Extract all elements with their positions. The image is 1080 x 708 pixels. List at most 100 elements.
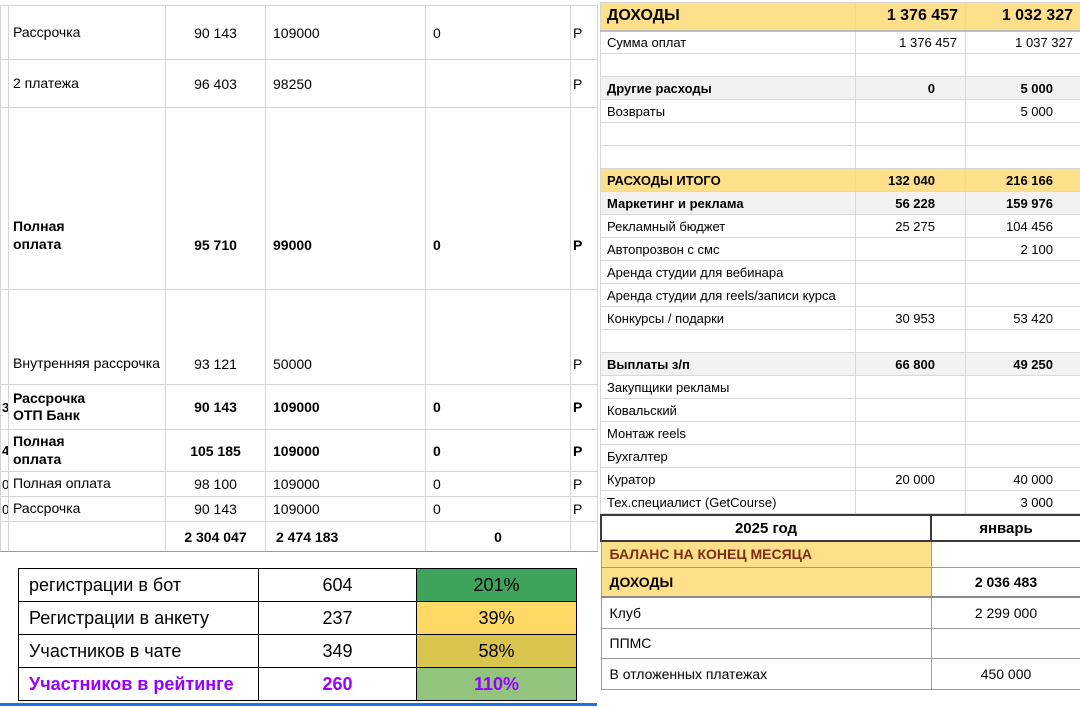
value-cell[interactable]: 2 100 xyxy=(965,237,1080,261)
payment-label-cell[interactable]: 2 платежа xyxy=(8,59,166,108)
finance-label-cell[interactable]: Конкурсы / подарки xyxy=(600,306,856,330)
value-cell[interactable]: 93 121 xyxy=(165,289,266,385)
balance-label-cell[interactable]: В отложенных платежах xyxy=(600,657,932,690)
value-cell[interactable]: 0 xyxy=(855,76,966,100)
currency-cell[interactable]: Р xyxy=(570,59,598,108)
finance-label-cell[interactable]: Закупщики рекламы xyxy=(600,375,856,399)
currency-cell[interactable]: Р xyxy=(570,107,598,290)
value-cell[interactable]: 2 036 483 xyxy=(930,566,1080,598)
value-cell[interactable]: 0 xyxy=(425,429,571,472)
value-cell[interactable] xyxy=(855,375,966,399)
total-cell[interactable]: 0 xyxy=(425,521,571,552)
finance-label-cell[interactable]: Куратор xyxy=(600,467,856,491)
value-cell[interactable]: 109000 xyxy=(265,471,426,497)
value-cell[interactable]: 95 710 xyxy=(165,107,266,290)
value-cell[interactable]: 20 000 xyxy=(855,467,966,491)
finance-label-cell[interactable]: Другие расходы xyxy=(600,76,856,100)
currency-cell[interactable] xyxy=(570,521,598,552)
value-cell[interactable]: 66 800 xyxy=(855,352,966,376)
value-cell[interactable]: 109000 xyxy=(265,429,426,472)
payment-label-cell[interactable]: Рассрочка xyxy=(8,5,166,60)
value-cell[interactable]: 50000 xyxy=(265,289,426,385)
value-cell[interactable]: 90 143 xyxy=(165,496,266,522)
funnel-percent-cell[interactable]: 110% xyxy=(416,667,577,701)
funnel-label-cell[interactable]: Регистрации в анкету xyxy=(18,601,259,635)
finance-label-cell[interactable]: Маркетинг и реклама xyxy=(600,191,856,215)
value-cell[interactable]: 90 143 xyxy=(165,5,266,60)
finance-label-cell[interactable]: Сумма оплат xyxy=(600,30,856,54)
currency-cell[interactable]: Р xyxy=(570,384,598,430)
currency-cell[interactable]: Р xyxy=(570,496,598,522)
value-cell[interactable]: 5 000 xyxy=(965,76,1080,100)
finance-label-cell[interactable]: Автопрозвон с смс xyxy=(600,237,856,261)
value-cell[interactable]: 99000 xyxy=(265,107,426,290)
value-cell[interactable]: 216 166 xyxy=(965,168,1080,192)
payment-label-cell[interactable]: Полная оплата xyxy=(8,429,166,472)
value-cell[interactable] xyxy=(855,99,966,123)
section-header-cell[interactable]: РАСХОДЫ ИТОГО xyxy=(600,168,856,192)
value-cell[interactable] xyxy=(965,375,1080,399)
value-cell[interactable]: 98250 xyxy=(265,59,426,108)
value-cell[interactable] xyxy=(965,260,1080,284)
value-cell[interactable] xyxy=(965,444,1080,468)
value-cell[interactable]: 159 976 xyxy=(965,191,1080,215)
value-cell[interactable]: 56 228 xyxy=(855,191,966,215)
row-number-cell[interactable] xyxy=(0,5,9,60)
value-cell[interactable]: 3 000 xyxy=(965,490,1080,514)
funnel-percent-cell[interactable]: 201% xyxy=(416,568,577,602)
value-cell[interactable]: 0 xyxy=(425,5,571,60)
value-cell[interactable]: 0 xyxy=(425,384,571,430)
currency-cell[interactable]: Р xyxy=(570,471,598,497)
section-header-cell[interactable]: ДОХОДЫ xyxy=(600,2,856,32)
value-cell[interactable] xyxy=(855,237,966,261)
value-cell[interactable]: 104 456 xyxy=(965,214,1080,238)
value-cell[interactable] xyxy=(965,329,1080,353)
value-cell[interactable] xyxy=(855,329,966,353)
value-cell[interactable] xyxy=(425,59,571,108)
value-cell[interactable] xyxy=(965,122,1080,146)
row-number-cell[interactable]: 0 xyxy=(0,496,9,522)
value-cell[interactable]: 49 250 xyxy=(965,352,1080,376)
finance-label-cell[interactable]: Монтаж reels xyxy=(600,421,856,445)
finance-label-cell[interactable] xyxy=(600,145,856,169)
finance-label-cell[interactable]: Бухгалтер xyxy=(600,444,856,468)
value-cell[interactable] xyxy=(965,421,1080,445)
total-cell[interactable]: 2 304 047 xyxy=(165,521,266,552)
value-cell[interactable] xyxy=(855,145,966,169)
finance-label-cell[interactable]: Выплаты з/п xyxy=(600,352,856,376)
value-cell[interactable]: 1 376 457 xyxy=(855,2,966,32)
section-header-cell[interactable]: ДОХОДЫ xyxy=(600,566,932,598)
total-cell[interactable]: 2 474 183 xyxy=(265,521,426,552)
value-cell[interactable]: 96 403 xyxy=(165,59,266,108)
finance-label-cell[interactable]: Ковальский xyxy=(600,398,856,422)
value-cell[interactable]: 1 376 457 xyxy=(855,30,966,54)
value-cell[interactable] xyxy=(965,283,1080,307)
payment-label-cell[interactable] xyxy=(8,521,166,552)
funnel-value-cell[interactable]: 260 xyxy=(258,667,417,701)
finance-label-cell[interactable]: Аренда студии для reels/записи курса xyxy=(600,283,856,307)
value-cell[interactable] xyxy=(965,398,1080,422)
value-cell[interactable]: 40 000 xyxy=(965,467,1080,491)
currency-cell[interactable]: Р xyxy=(570,5,598,60)
value-cell[interactable]: 2 299 000 xyxy=(930,596,1080,629)
funnel-label-cell[interactable]: регистрации в бот xyxy=(18,568,259,602)
currency-cell[interactable]: Р xyxy=(570,429,598,472)
row-number-cell[interactable]: 3 xyxy=(0,384,9,430)
value-cell[interactable]: 109000 xyxy=(265,384,426,430)
value-cell[interactable] xyxy=(855,444,966,468)
row-number-cell[interactable] xyxy=(0,107,9,290)
value-cell[interactable] xyxy=(425,289,571,385)
funnel-label-cell[interactable]: Участников в рейтинге xyxy=(18,667,259,701)
finance-label-cell[interactable]: Тех.специалист (GetCourse) xyxy=(600,490,856,514)
value-cell[interactable]: 30 953 xyxy=(855,306,966,330)
value-cell[interactable] xyxy=(855,260,966,284)
row-number-cell[interactable] xyxy=(0,289,9,385)
value-cell[interactable]: 1 037 327 xyxy=(965,30,1080,54)
value-cell[interactable]: 109000 xyxy=(265,5,426,60)
finance-label-cell[interactable]: Возвраты xyxy=(600,99,856,123)
finance-label-cell[interactable]: Аренда студии для вебинара xyxy=(600,260,856,284)
payment-label-cell[interactable]: Рассрочка ОТП Банк xyxy=(8,384,166,430)
row-number-cell[interactable]: 0 xyxy=(0,471,9,497)
value-cell[interactable]: 5 000 xyxy=(965,99,1080,123)
value-cell[interactable]: 132 040 xyxy=(855,168,966,192)
